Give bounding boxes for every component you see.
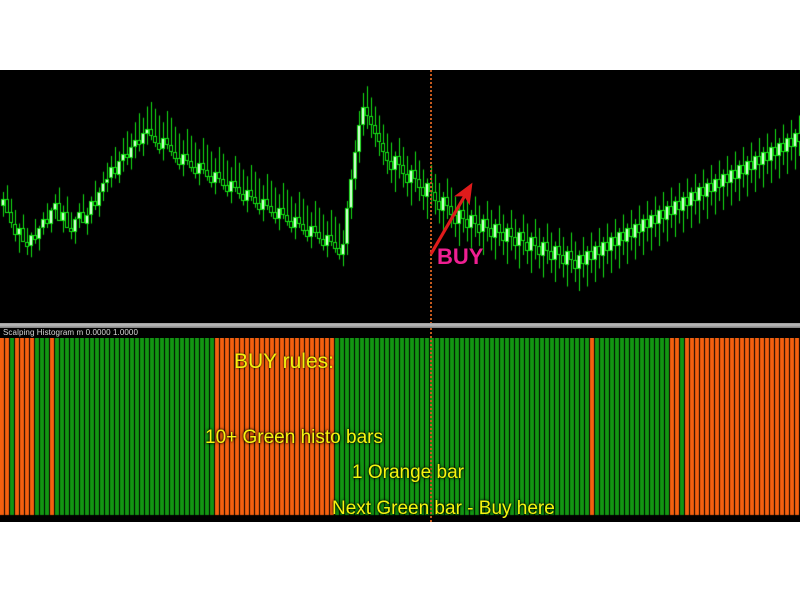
panel-splitter-handle[interactable] (0, 323, 800, 328)
buy-signal-label: BUY (437, 244, 484, 269)
buy-arrow-icon (429, 182, 473, 255)
annotation-rule-orange-bar: 1 Orange bar (352, 462, 464, 483)
annotation-rule-green-bars: 10+ Green histo bars (205, 427, 383, 448)
candlestick-chart[interactable] (0, 70, 800, 323)
annotation-buy-rules-title: BUY rules: (234, 350, 334, 373)
scalping-histogram-chart[interactable] (0, 338, 800, 517)
annotation-rule-next-green-bar: Next Green bar - Buy here (332, 498, 555, 519)
price-chart-panel[interactable]: BUY (0, 70, 800, 323)
trading-terminal-window: BUY Scalping Histogram m 0.0000 1.0000 B… (0, 70, 800, 522)
indicator-name-label: Scalping Histogram m 0.0000 1.0000 (3, 328, 139, 337)
indicator-histogram-panel[interactable]: Scalping Histogram m 0.0000 1.0000 (0, 328, 800, 522)
